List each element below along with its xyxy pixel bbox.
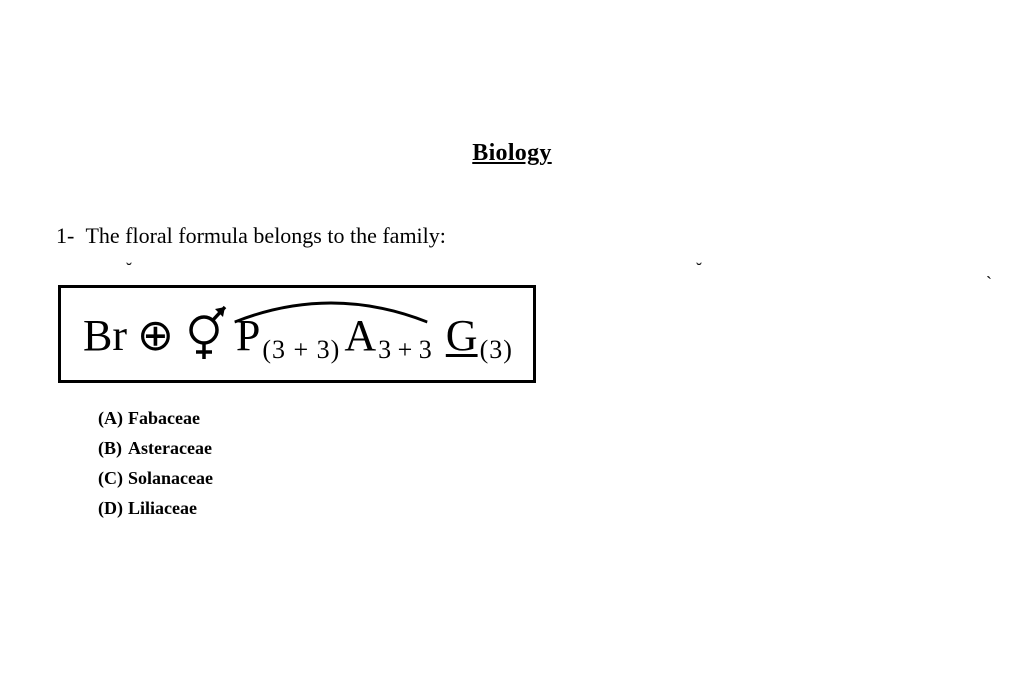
- gynoecium-subscript: (3): [480, 337, 513, 363]
- bisexual-symbol-icon: [182, 302, 230, 370]
- question-stem-line: 1- The floral formula belongs to the fam…: [56, 223, 968, 249]
- option-d[interactable]: (D)Liliaceae: [98, 495, 968, 523]
- stray-marks: ˘ ˘ ˏ: [56, 261, 968, 275]
- perianth-subscript: (3 + 3): [262, 337, 340, 363]
- section-heading: Biology: [56, 140, 968, 167]
- option-label: Liliaceae: [128, 498, 197, 518]
- option-key: (C): [98, 465, 128, 493]
- option-b[interactable]: (B)Asteraceae: [98, 435, 968, 463]
- bract-symbol: Br: [81, 314, 129, 358]
- question-stem: The floral formula belongs to the family…: [85, 223, 445, 248]
- perianth-androecium-group: P (3 + 3) A 3 + 3: [230, 314, 432, 358]
- option-label: Asteraceae: [128, 438, 212, 458]
- page: Biology 1- The floral formula belongs to…: [0, 0, 1024, 683]
- option-key: (B): [98, 435, 128, 463]
- option-label: Fabaceae: [128, 408, 200, 428]
- actinomorphic-symbol: ⊕: [129, 314, 182, 358]
- floral-formula-box: Br ⊕ P (3 + 3) A 3 + 3: [58, 285, 536, 383]
- option-a[interactable]: (A)Fabaceae: [98, 405, 968, 433]
- question-number: 1-: [56, 223, 74, 249]
- answer-options: (A)Fabaceae (B)Asteraceae (C)Solanaceae …: [98, 405, 968, 523]
- option-key: (D): [98, 495, 128, 523]
- androecium-subscript: 3 + 3: [378, 337, 432, 363]
- floral-formula: Br ⊕ P (3 + 3) A 3 + 3: [81, 302, 513, 370]
- androecium-letter: A: [340, 314, 378, 358]
- option-label: Solanaceae: [128, 468, 213, 488]
- perianth-letter: P: [230, 314, 262, 358]
- option-c[interactable]: (C)Solanaceae: [98, 465, 968, 493]
- gynoecium-letter: G: [432, 314, 480, 358]
- option-key: (A): [98, 405, 128, 433]
